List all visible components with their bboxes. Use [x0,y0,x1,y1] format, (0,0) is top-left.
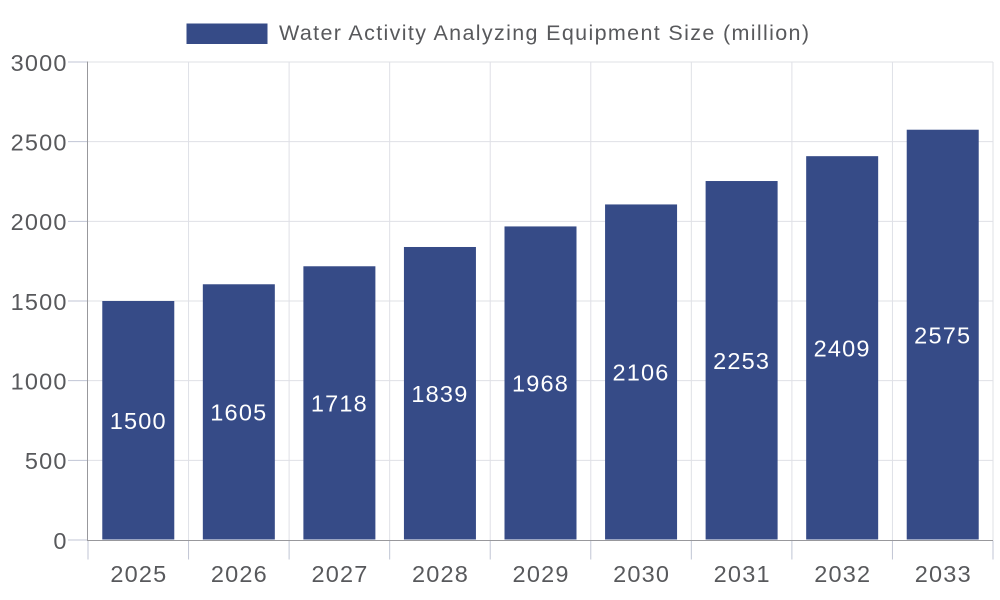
svg-text:2253: 2253 [713,348,770,374]
svg-text:2025: 2025 [110,561,167,587]
svg-text:2029: 2029 [513,561,570,587]
svg-text:1000: 1000 [11,368,68,394]
svg-text:2033: 2033 [915,561,972,587]
svg-text:0: 0 [53,528,67,554]
svg-text:1839: 1839 [411,381,468,407]
svg-text:2027: 2027 [311,561,368,587]
svg-text:2500: 2500 [11,129,68,155]
svg-text:2000: 2000 [11,209,68,235]
svg-text:2030: 2030 [613,561,670,587]
svg-text:1968: 1968 [512,371,569,397]
svg-text:2031: 2031 [714,561,771,587]
svg-text:1500: 1500 [11,289,68,315]
svg-text:1605: 1605 [210,400,267,426]
svg-text:1718: 1718 [311,391,368,417]
svg-text:2106: 2106 [613,360,670,386]
svg-text:3000: 3000 [11,50,68,76]
svg-text:2575: 2575 [914,322,971,348]
svg-text:Water Activity Analyzing Equip: Water Activity Analyzing Equipment Size … [279,21,810,45]
svg-text:2028: 2028 [412,561,469,587]
svg-text:2409: 2409 [814,336,871,362]
svg-text:1500: 1500 [110,408,167,434]
svg-text:500: 500 [25,448,68,474]
svg-text:2026: 2026 [211,561,268,587]
svg-text:2032: 2032 [814,561,871,587]
